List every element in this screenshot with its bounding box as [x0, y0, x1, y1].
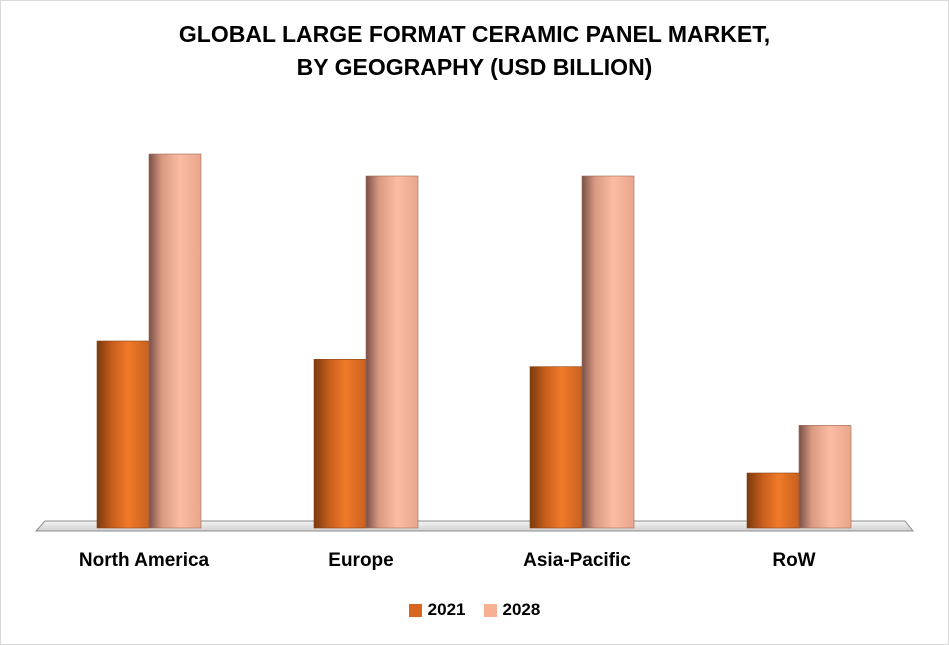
x-tick-label: North America — [79, 550, 210, 571]
legend-item-2028: 2028 — [483, 600, 541, 620]
bar-2028-north-america — [148, 153, 202, 529]
bar-2021-row — [746, 472, 800, 529]
bar-2021-north-america — [96, 340, 150, 529]
legend-label-2021: 2021 — [427, 600, 466, 619]
legend-swatch-2021 — [408, 603, 422, 617]
bar-2028-row — [798, 425, 852, 529]
chart-title-line1: GLOBAL LARGE FORMAT CERAMIC PANEL MARKET… — [178, 21, 771, 47]
bar-2028-asia-pacific — [581, 175, 635, 529]
bar-2021-europe — [313, 359, 367, 529]
legend-label-2028: 2028 — [502, 600, 541, 619]
x-tick-label: Asia-Pacific — [523, 550, 631, 571]
bar-2028-europe — [365, 175, 419, 529]
chart-legend: 2021 2028 — [0, 600, 949, 620]
x-tick-label: Europe — [328, 550, 393, 571]
x-tick-label: RoW — [772, 550, 815, 571]
bar-2021-asia-pacific — [529, 366, 583, 529]
chart-title: GLOBAL LARGE FORMAT CERAMIC PANEL MARKET… — [0, 18, 949, 84]
legend-item-2021: 2021 — [408, 600, 466, 620]
legend-swatch-2028 — [483, 603, 497, 617]
chart-title-line2: BY GEOGRAPHY (USD BILLION) — [296, 54, 653, 80]
